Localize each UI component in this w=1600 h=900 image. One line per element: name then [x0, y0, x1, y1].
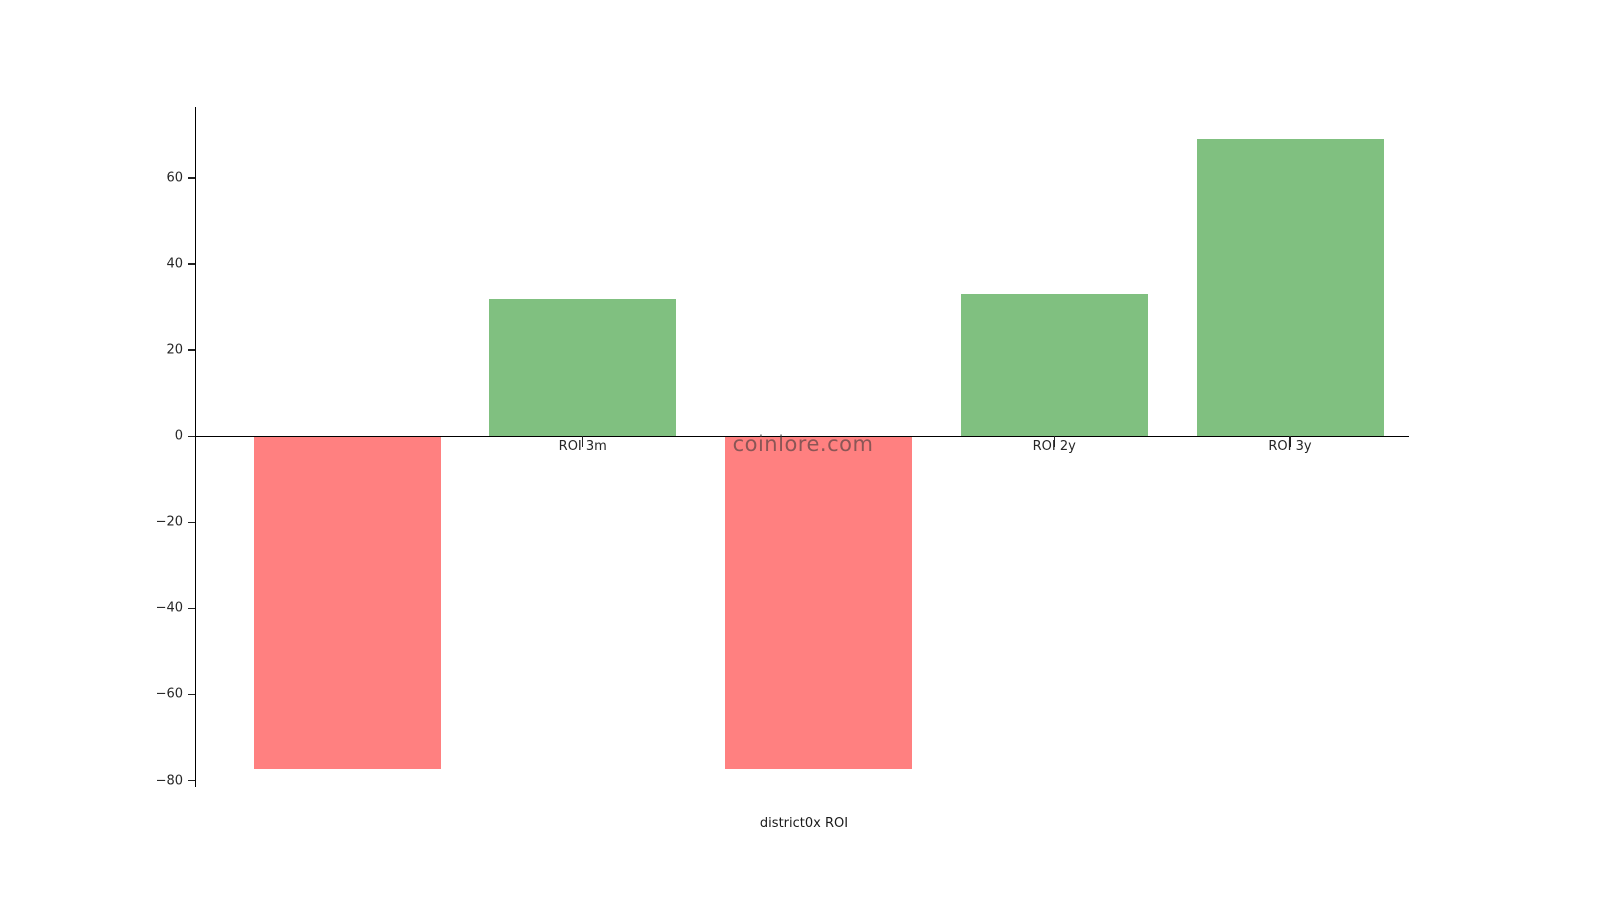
x-tick-mark-4: [1053, 436, 1055, 448]
bar-roi-2y: [960, 294, 1148, 437]
y-tick-label-0: 0: [174, 428, 183, 444]
y-tick-mark--40: [188, 607, 195, 610]
x-tick-label-roi-2y: ROI 2y: [1032, 439, 1076, 455]
bar-3: [725, 437, 912, 769]
y-tick-label--60: −60: [155, 686, 183, 702]
y-tick-label-20: 20: [166, 342, 183, 358]
y-tick-mark-40: [188, 263, 195, 265]
x-tick-label-roi-3m: ROI 3m: [558, 439, 607, 455]
y-tick-label--80: −80: [155, 773, 183, 789]
x-tick-mark-2: [582, 436, 584, 448]
bar-roi-3m: [489, 298, 677, 437]
y-tick-mark--20: [188, 521, 195, 523]
y-tick-mark-60: [188, 177, 195, 179]
y-tick-mark-20: [188, 349, 195, 351]
y-tick-label-40: 40: [166, 256, 183, 272]
y-tick-mark--60: [188, 693, 195, 696]
x-tick-mark-5: [1289, 436, 1291, 448]
y-axis-spine: [195, 107, 197, 787]
x-axis-title: district0x ROI: [759, 816, 849, 831]
y-tick-label-60: 60: [166, 170, 183, 186]
x-axis-zero-line: [195, 436, 1409, 438]
coinlore-watermark: coinlore.com: [732, 432, 874, 456]
y-tick-label--40: −40: [155, 600, 183, 616]
x-tick-label-roi-3y: ROI 3y: [1268, 439, 1312, 455]
bar-1: [253, 437, 441, 769]
y-tick-label--20: −20: [155, 514, 183, 530]
bar-roi-3y: [1196, 139, 1384, 437]
y-tick-mark--80: [188, 779, 195, 782]
y-tick-mark-0: [188, 435, 195, 437]
